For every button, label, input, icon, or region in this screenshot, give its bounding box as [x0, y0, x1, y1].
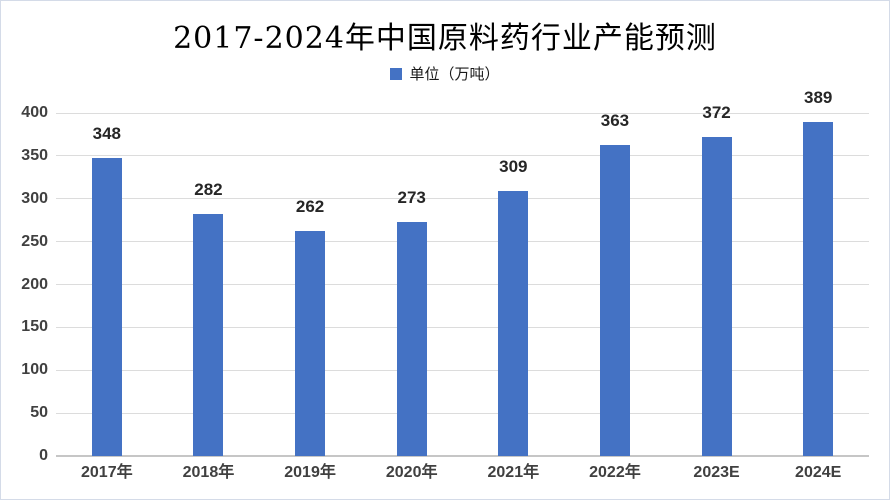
bar [599, 144, 630, 456]
legend-swatch-icon [390, 67, 403, 80]
gridline [56, 155, 869, 157]
y-tick-label: 200 [21, 275, 48, 293]
legend: 单位（万吨） [1, 63, 889, 84]
gridline [56, 284, 869, 285]
y-tick-label: 350 [21, 146, 48, 164]
legend-label: 单位（万吨） [409, 65, 500, 83]
gridline [56, 241, 869, 243]
x-axis-line [56, 455, 869, 457]
bar-value-label: 389 [804, 88, 833, 108]
bar [498, 191, 529, 456]
y-tick-label: 400 [21, 104, 48, 121]
bar-value-label: 273 [397, 187, 426, 207]
x-tick-label: 2022年 [589, 464, 641, 481]
bar [295, 231, 326, 456]
gridline [56, 412, 869, 414]
y-tick-label: 0 [39, 447, 48, 464]
bar-value-label: 348 [92, 123, 121, 143]
bar [193, 214, 224, 456]
bar-value-label: 309 [499, 157, 528, 177]
y-tick-label: 250 [21, 232, 48, 250]
y-tick-label: 150 [21, 318, 48, 336]
bar [396, 221, 427, 456]
bar-value-label: 363 [600, 110, 630, 130]
gridline [56, 369, 869, 371]
x-tick-label: 2024E [795, 464, 842, 481]
bar-value-label: 262 [295, 197, 325, 217]
y-tick-label: 300 [21, 189, 48, 207]
x-tick-label: 2019年 [284, 464, 336, 481]
x-tick-label: 2020年 [385, 464, 438, 481]
bar [803, 122, 834, 456]
x-tick-label: 2018年 [182, 464, 235, 481]
x-tick-label: 2023E [693, 464, 740, 481]
gridline [56, 198, 869, 200]
y-tick-label: 100 [21, 361, 48, 379]
bar-value-label: 282 [194, 180, 223, 200]
x-tick-label: 2017年 [81, 464, 133, 481]
x-tick-label: 2021年 [487, 464, 540, 481]
gridline [56, 326, 869, 328]
y-tick-label: 50 [30, 404, 48, 422]
bar-value-label: 372 [702, 103, 731, 122]
bar [701, 137, 732, 456]
bar [91, 157, 122, 456]
gridline [56, 112, 869, 114]
chart-title: 2017-2024年中国原料药行业产能预测 [173, 21, 717, 56]
